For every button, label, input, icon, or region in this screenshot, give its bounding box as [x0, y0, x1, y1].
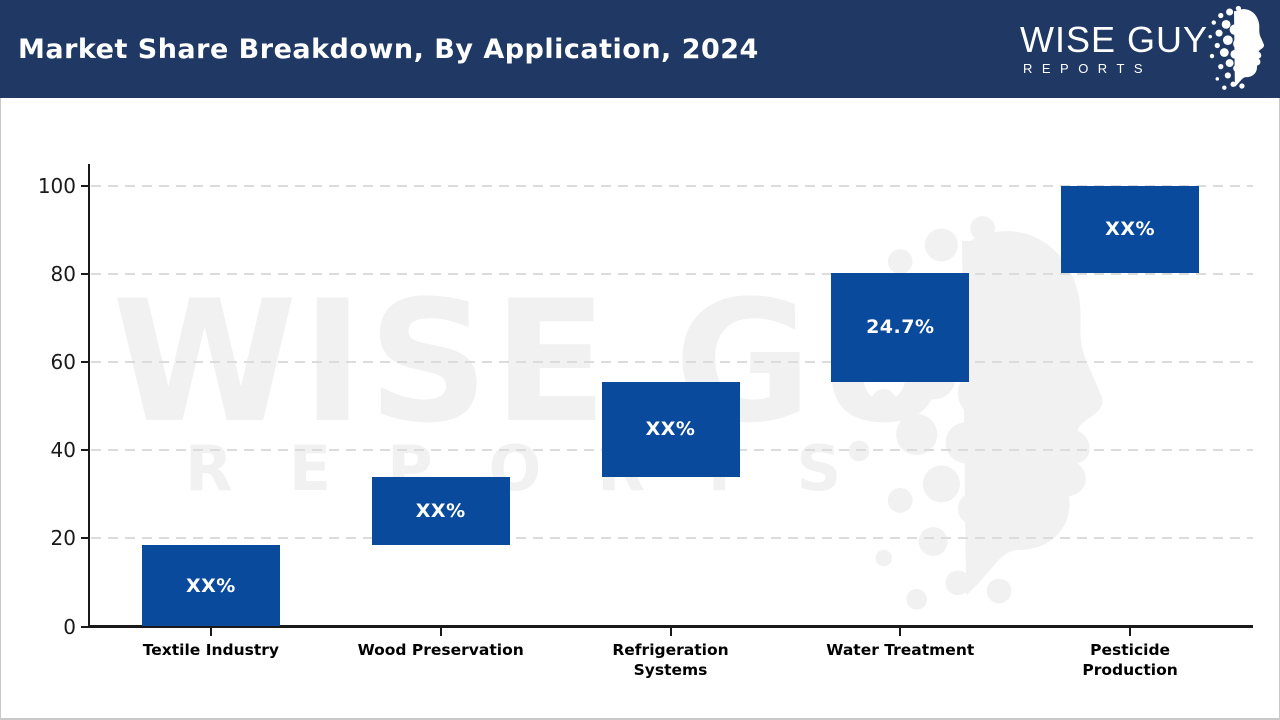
- y-tick-label: 60: [50, 350, 76, 375]
- brand-face-icon: [1202, 5, 1266, 93]
- y-tick-label: 40: [50, 438, 76, 463]
- bar-value-label: XX%: [645, 418, 696, 441]
- bar-2: XX%: [371, 477, 510, 545]
- x-category-label: Refrigeration Systems: [556, 640, 786, 680]
- y-tick-label: 0: [63, 614, 76, 639]
- y-tick-label: 20: [50, 526, 76, 551]
- x-category-line: Water Treatment: [826, 640, 975, 659]
- x-category-label: Wood Preservation: [326, 640, 556, 660]
- bar-3: XX%: [601, 381, 740, 478]
- bar-value-label: 24.7%: [866, 316, 935, 339]
- y-axis-line: [88, 164, 90, 628]
- gridline: [91, 537, 1253, 540]
- x-category-label: Textile Industry: [96, 640, 326, 660]
- brand-logo: WISE GUY REPORTS: [1016, 6, 1266, 92]
- y-tick-mark: [81, 537, 88, 540]
- y-tick-mark: [81, 449, 88, 452]
- y-tick-label: 100: [37, 174, 76, 198]
- x-tick-mark: [669, 627, 672, 636]
- gridline: [91, 185, 1253, 187]
- bar-value-label: XX%: [1105, 218, 1156, 241]
- gridline: [91, 361, 1253, 364]
- x-category-label: Water Treatment: [785, 640, 1015, 660]
- brand-subtitle: REPORTS: [1022, 61, 1153, 76]
- y-tick-mark: [81, 273, 88, 276]
- y-tick-mark: [81, 361, 88, 364]
- bar-5: XX%: [1061, 186, 1200, 273]
- bar-4: 24.7%: [831, 272, 970, 382]
- header-bar: Market Share Breakdown, By Application, …: [0, 0, 1280, 98]
- x-tick-mark: [439, 627, 442, 636]
- x-category-line: Refrigeration: [612, 640, 729, 659]
- y-tick-label: 80: [50, 262, 76, 287]
- x-axis-line: [88, 625, 1253, 628]
- y-tick-mark: [81, 185, 88, 187]
- x-category-line: Pesticide: [1090, 640, 1171, 659]
- x-category-line: Wood Preservation: [357, 640, 524, 659]
- bar-value-label: XX%: [185, 574, 236, 597]
- x-tick-mark: [209, 627, 212, 636]
- y-tick-mark: [81, 625, 88, 628]
- x-tick-mark: [1129, 627, 1132, 636]
- x-tick-mark: [899, 627, 902, 636]
- bar-value-label: XX%: [415, 499, 466, 522]
- x-category-line: Production: [1082, 660, 1178, 679]
- gridline: [91, 273, 1253, 276]
- brand-logo-text: WISE GUY REPORTS: [1020, 21, 1208, 77]
- x-category-label: Pesticide Production: [1015, 640, 1245, 680]
- x-category-line: Systems: [633, 660, 708, 679]
- page-title: Market Share Breakdown, By Application, …: [18, 33, 759, 65]
- bar-1: XX%: [141, 544, 280, 627]
- x-category-line: Textile Industry: [142, 640, 280, 659]
- brand-name: WISE GUY: [1019, 19, 1208, 60]
